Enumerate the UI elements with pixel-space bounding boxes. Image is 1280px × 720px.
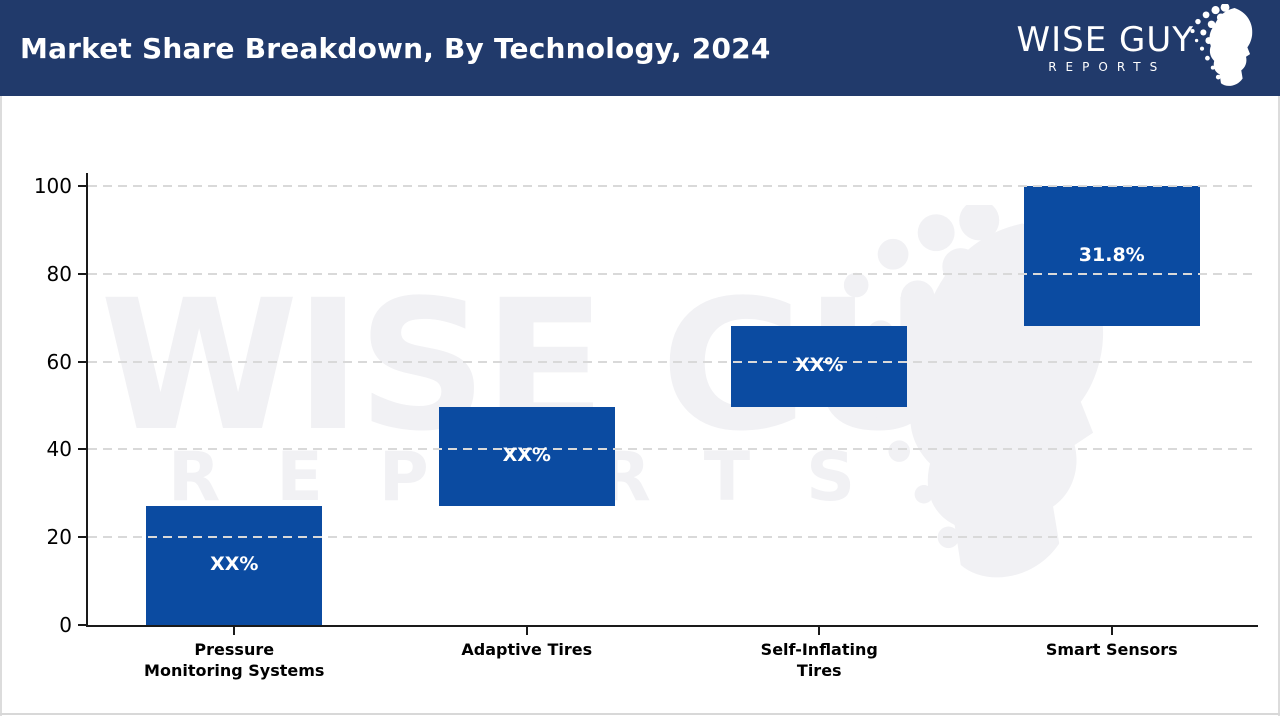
plot-area: 0 20 40 60 80 100 XX% Pressure Monitoring System… — [34, 173, 1258, 680]
y-tick-60 — [78, 360, 86, 363]
logo-wordmark: WISE GUY — [1016, 19, 1194, 60]
x-category-line: Monitoring Systems — [144, 661, 325, 680]
y-tick-label-100: 100 — [33, 174, 72, 199]
x-category-label-self-inflating-tires: Self-Inflating Tires — [689, 639, 949, 681]
bar-smart-sensors — [1023, 186, 1200, 326]
x-category-line: Smart Sensors — [1045, 640, 1178, 659]
gridline-y-100 — [88, 185, 1258, 188]
wiseguy-logo-text: WISE GUY REPORTS — [1016, 23, 1194, 74]
x-category-label-adaptive-tires: Adaptive Tires — [397, 639, 657, 660]
y-tick-0 — [78, 624, 86, 626]
header-bar: Market Share Breakdown, By Technology, 2… — [0, 0, 1280, 96]
y-tick-40 — [78, 448, 86, 451]
wiseguy-face-icon — [1190, 4, 1253, 86]
x-category-line: Pressure — [194, 640, 275, 659]
x-category-line: Self-Inflating — [760, 640, 878, 659]
x-category-line: Adaptive Tires — [461, 640, 593, 659]
bar-self-inflating-tires — [731, 325, 908, 407]
wiseguy-logo: WISE GUY REPORTS — [1016, 4, 1280, 92]
gridline-y-20 — [88, 536, 1258, 539]
bar-adaptive-tires — [438, 406, 615, 506]
x-tick-smart-sensors — [1110, 627, 1113, 635]
gridline-y-60 — [88, 360, 1258, 363]
x-category-label-smart-sensors: Smart Sensors — [982, 639, 1242, 660]
x-tick-self-inflating-tires — [818, 627, 821, 635]
y-tick-label-60: 60 — [46, 349, 72, 374]
x-tick-adaptive-tires — [525, 627, 528, 635]
bar-pressure-monitoring-systems — [146, 505, 323, 625]
bar-value-adaptive-tires: XX% — [502, 444, 551, 467]
page-frame — [0, 96, 1280, 716]
y-tick-label-80: 80 — [46, 261, 72, 286]
x-tick-pressure-monitoring-systems — [233, 627, 236, 635]
page-title: Market Share Breakdown, By Technology, 2… — [20, 31, 771, 65]
y-tick-100 — [78, 185, 86, 188]
y-tick-80 — [78, 272, 86, 275]
gridline-y-80 — [88, 272, 1258, 275]
y-tick-label-40: 40 — [46, 437, 72, 462]
y-tick-20 — [78, 536, 86, 539]
footer-rule — [0, 713, 1280, 715]
x-category-line: Tires — [796, 661, 842, 680]
logo-subtitle: REPORTS — [1048, 59, 1167, 74]
bar-value-smart-sensors: 31.8% — [1078, 243, 1145, 266]
x-category-label-pressure-monitoring-systems: Pressure Monitoring Systems — [104, 639, 364, 681]
bar-value-self-inflating-tires: XX% — [795, 354, 844, 377]
bar-value-pressure-monitoring-systems: XX% — [210, 553, 259, 576]
y-axis-line — [86, 173, 88, 627]
gridline-y-40 — [88, 448, 1258, 451]
y-tick-label-0: 0 — [59, 613, 72, 637]
y-tick-label-20: 20 — [46, 525, 72, 550]
x-axis-line — [86, 625, 1258, 627]
